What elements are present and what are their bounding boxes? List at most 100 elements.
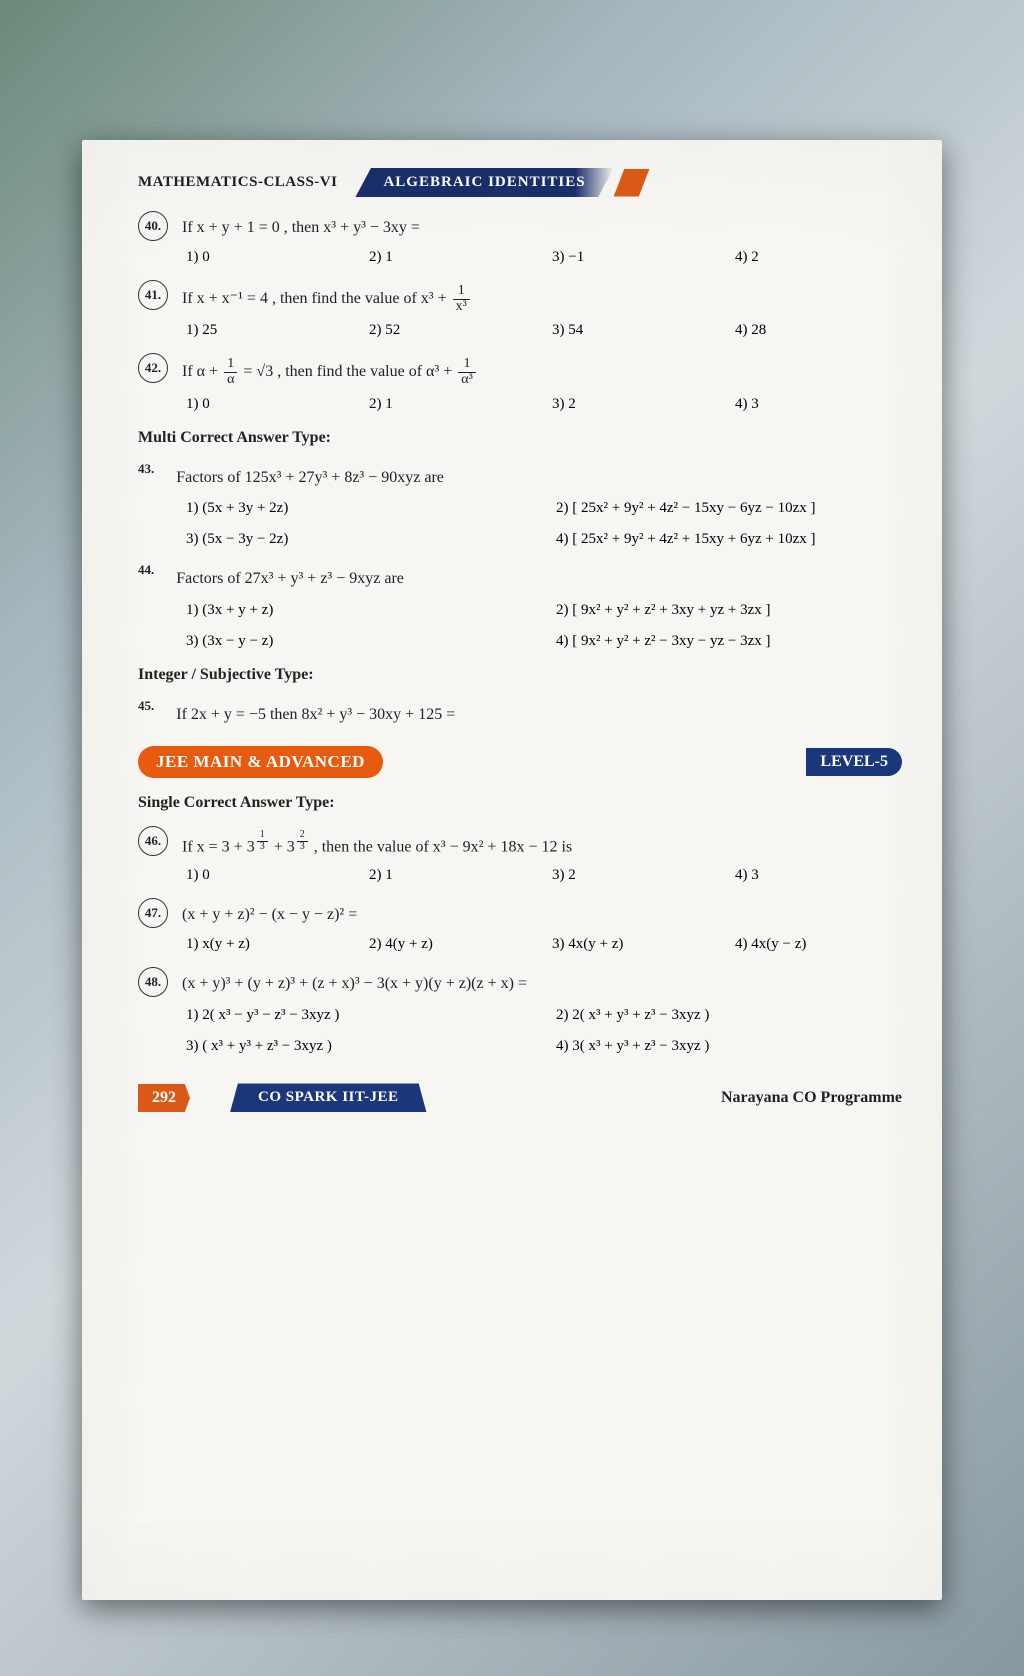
footer-row: 292 CO SPARK IIT-JEE Narayana CO Program…: [138, 1083, 902, 1112]
multi-correct-head: Multi Correct Answer Type:: [138, 429, 902, 447]
header-row: MATHEMATICS-CLASS-VI ALGEBRAIC IDENTITIE…: [138, 168, 902, 197]
q46-exp1: 13: [257, 830, 268, 852]
q46-opt3: 3) 2: [552, 867, 719, 884]
options-41: 1) 25 2) 52 3) 54 4) 28: [186, 322, 902, 339]
qnum-43: 43.: [138, 461, 154, 477]
question-42: 42. If α + 1 α = √3 , then find the valu…: [138, 353, 902, 387]
question-47: 47. (x + y + z)² − (x − y − z)² =: [138, 898, 902, 928]
q42-f1n: 1: [224, 357, 237, 373]
question-45: 45. If 2x + y = −5 then 8x² + y³ − 30xy …: [138, 698, 902, 728]
q48-opt2: 2) 2( x³ + y³ + z³ − 3xyz ): [556, 1007, 902, 1024]
options-47: 1) x(y + z) 2) 4(y + z) 3) 4x(y + z) 4) …: [186, 936, 902, 953]
qtext-40: If x + y + 1 = 0 , then x³ + y³ − 3xy =: [182, 211, 902, 241]
q41-opt1: 1) 25: [186, 322, 353, 339]
q40-opt2: 2) 1: [369, 249, 536, 266]
q41-opt4: 4) 28: [735, 322, 902, 339]
qnum-47: 47.: [138, 898, 168, 928]
q46-opt1: 1) 0: [186, 867, 353, 884]
q42-opt3: 3) 2: [552, 396, 719, 413]
q43-opt3: 3) (5x − 3y − 2z): [186, 531, 532, 548]
q41-frac-den: x³: [453, 300, 470, 315]
options-42: 1) 0 2) 1 3) 2 4) 3: [186, 396, 902, 413]
q42-opt4: 4) 3: [735, 396, 902, 413]
question-41: 41. If x + x⁻¹ = 4 , then find the value…: [138, 280, 902, 314]
options-48: 1) 2( x³ − y³ − z³ − 3xyz ) 2) 2( x³ + y…: [186, 1007, 902, 1055]
q47-opt2: 2) 4(y + z): [369, 936, 536, 953]
qtext-44: Factors of 27x³ + y³ + z³ − 9xyz are: [176, 562, 902, 592]
q47-opt3: 3) 4x(y + z): [552, 936, 719, 953]
question-40: 40. If x + y + 1 = 0 , then x³ + y³ − 3x…: [138, 211, 902, 241]
footer-right: Narayana CO Programme: [721, 1089, 902, 1107]
q46-text-c: , then the value of x³ − 9x² + 18x − 12 …: [314, 838, 572, 855]
photo-background: MATHEMATICS-CLASS-VI ALGEBRAIC IDENTITIE…: [0, 0, 1024, 1676]
q47-opt1: 1) x(y + z): [186, 936, 353, 953]
q46-e2d: 3: [297, 842, 308, 853]
q46-text-a: If x = 3 + 3: [182, 838, 255, 855]
q48-opt1: 1) 2( x³ − y³ − z³ − 3xyz ): [186, 1007, 532, 1024]
q41-opt2: 2) 52: [369, 322, 536, 339]
qnum-45: 45.: [138, 698, 154, 714]
q41-opt3: 3) 54: [552, 322, 719, 339]
q46-e1d: 3: [257, 842, 268, 853]
q46-text-b: + 3: [274, 838, 295, 855]
qtext-43: Factors of 125x³ + 27y³ + 8z³ − 90xyz ar…: [176, 461, 902, 491]
q42-text-a: If α +: [182, 363, 222, 380]
q40-opt1: 1) 0: [186, 249, 353, 266]
topic-banner: ALGEBRAIC IDENTITIES: [355, 168, 613, 197]
q48-opt3: 3) ( x³ + y³ + z³ − 3xyz ): [186, 1038, 532, 1055]
q42-text-b: = √3 , then find the value of α³ +: [243, 363, 456, 380]
jee-row: JEE MAIN & ADVANCED LEVEL-5: [138, 746, 902, 778]
page-number: 292: [138, 1084, 190, 1112]
options-40: 1) 0 2) 1 3) −1 4) 2: [186, 249, 902, 266]
qtext-41: If x + x⁻¹ = 4 , then find the value of …: [182, 280, 902, 314]
q44-opt4: 4) [ 9x² + y² + z² − 3xy − yz − 3zx ]: [556, 633, 902, 650]
qtext-45: If 2x + y = −5 then 8x² + y³ − 30xy + 12…: [176, 698, 902, 728]
q40-opt4: 4) 2: [735, 249, 902, 266]
q41-fraction: 1 x³: [453, 284, 470, 314]
qnum-40: 40.: [138, 211, 168, 241]
options-43: 1) (5x + 3y + 2z) 2) [ 25x² + 9y² + 4z² …: [186, 500, 902, 548]
q42-f2n: 1: [458, 357, 476, 373]
q42-opt2: 2) 1: [369, 396, 536, 413]
question-46: 46. If x = 3 + 313 + 323 , then the valu…: [138, 826, 902, 860]
q44-opt2: 2) [ 9x² + y² + z² + 3xy + yz + 3zx ]: [556, 602, 902, 619]
q44-opt3: 3) (3x − y − z): [186, 633, 532, 650]
q42-opt1: 1) 0: [186, 396, 353, 413]
banner-cap-icon: [614, 169, 650, 197]
q40-opt3: 3) −1: [552, 249, 719, 266]
footer-center: CO SPARK IIT-JEE: [230, 1083, 427, 1112]
qnum-48: 48.: [138, 967, 168, 997]
q44-opt1: 1) (3x + y + z): [186, 602, 532, 619]
options-46: 1) 0 2) 1 3) 2 4) 3: [186, 867, 902, 884]
subject-label: MATHEMATICS-CLASS-VI: [138, 174, 337, 191]
level-badge: LEVEL-5: [806, 748, 902, 776]
q46-opt4: 4) 3: [735, 867, 902, 884]
options-44: 1) (3x + y + z) 2) [ 9x² + y² + z² + 3xy…: [186, 602, 902, 650]
qnum-42: 42.: [138, 353, 168, 383]
question-44: 44. Factors of 27x³ + y³ + z³ − 9xyz are: [138, 562, 902, 592]
q42-f1d: α: [224, 373, 237, 388]
q46-opt2: 2) 1: [369, 867, 536, 884]
q43-opt2: 2) [ 25x² + 9y² + 4z² − 15xy − 6yz − 10z…: [556, 500, 902, 517]
question-48: 48. (x + y)³ + (y + z)³ + (z + x)³ − 3(x…: [138, 967, 902, 997]
q48-opt4: 4) 3( x³ + y³ + z³ − 3xyz ): [556, 1038, 902, 1055]
qtext-48: (x + y)³ + (y + z)³ + (z + x)³ − 3(x + y…: [182, 967, 902, 997]
qnum-44: 44.: [138, 562, 154, 578]
q47-opt4: 4) 4x(y − z): [735, 936, 902, 953]
jee-badge: JEE MAIN & ADVANCED: [138, 746, 383, 778]
question-43: 43. Factors of 125x³ + 27y³ + 8z³ − 90xy…: [138, 461, 902, 491]
page: MATHEMATICS-CLASS-VI ALGEBRAIC IDENTITIE…: [82, 140, 942, 1600]
q46-exp2: 23: [297, 830, 308, 852]
q42-f2d: α³: [458, 373, 476, 388]
q42-frac1: 1 α: [224, 357, 237, 387]
qtext-47: (x + y + z)² − (x − y − z)² =: [182, 898, 902, 928]
q43-opt4: 4) [ 25x² + 9y² + 4z² + 15xy + 6yz + 10z…: [556, 531, 902, 548]
q41-text-a: If x + x⁻¹ = 4 , then find the value of …: [182, 290, 451, 307]
qnum-46: 46.: [138, 826, 168, 856]
qtext-42: If α + 1 α = √3 , then find the value of…: [182, 353, 902, 387]
q42-frac2: 1 α³: [458, 357, 476, 387]
qnum-41: 41.: [138, 280, 168, 310]
qtext-46: If x = 3 + 313 + 323 , then the value of…: [182, 826, 902, 860]
integer-head: Integer / Subjective Type:: [138, 666, 902, 684]
single-correct-head: Single Correct Answer Type:: [138, 794, 902, 812]
